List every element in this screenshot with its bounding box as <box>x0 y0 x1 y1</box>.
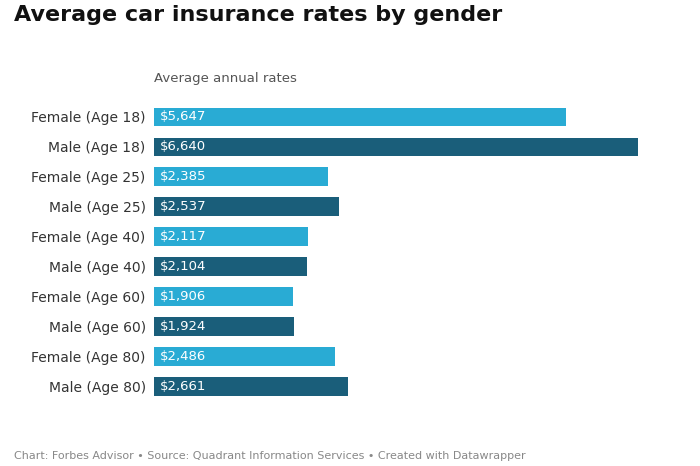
Text: $2,661: $2,661 <box>160 380 206 393</box>
Text: $2,486: $2,486 <box>160 350 206 363</box>
Bar <box>154 377 348 396</box>
Bar <box>154 137 638 156</box>
Text: $2,385: $2,385 <box>160 170 206 183</box>
Bar <box>154 347 335 366</box>
Text: Chart: Forbes Advisor • Source: Quadrant Information Services • Created with Dat: Chart: Forbes Advisor • Source: Quadrant… <box>14 452 526 461</box>
Bar <box>154 108 566 126</box>
Bar <box>154 227 309 246</box>
Text: $1,906: $1,906 <box>160 290 206 303</box>
Text: Average annual rates: Average annual rates <box>154 72 297 85</box>
Text: $2,537: $2,537 <box>160 200 206 213</box>
Bar <box>154 317 294 336</box>
Text: $5,647: $5,647 <box>160 110 206 123</box>
Bar <box>154 167 328 186</box>
Text: $6,640: $6,640 <box>160 140 206 153</box>
Text: $2,104: $2,104 <box>160 260 206 273</box>
Bar <box>154 287 293 306</box>
Text: Average car insurance rates by gender: Average car insurance rates by gender <box>14 5 503 25</box>
Bar <box>154 257 307 276</box>
Bar <box>154 198 339 216</box>
Text: $1,924: $1,924 <box>160 320 206 333</box>
Text: $2,117: $2,117 <box>160 230 206 243</box>
